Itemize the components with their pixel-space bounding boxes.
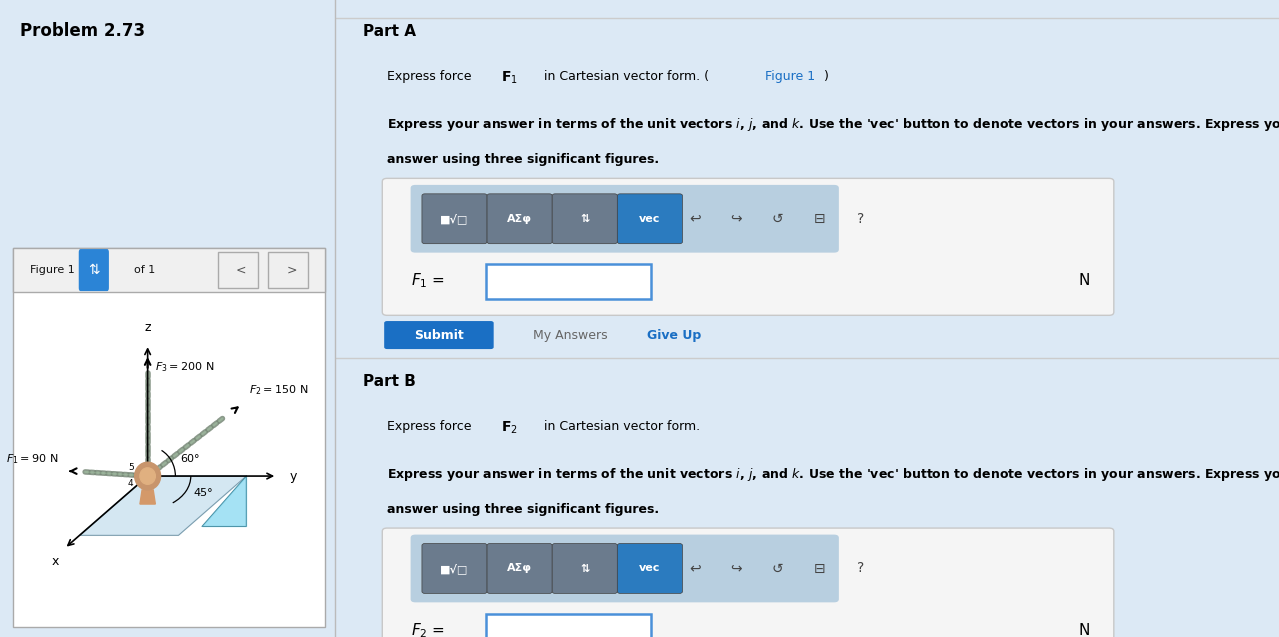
Text: ⇅: ⇅ xyxy=(581,564,590,573)
Text: ↪: ↪ xyxy=(730,211,742,225)
FancyBboxPatch shape xyxy=(422,194,487,244)
Text: z: z xyxy=(145,322,151,334)
Text: >: > xyxy=(286,264,297,276)
FancyBboxPatch shape xyxy=(422,543,487,594)
Text: $\mathbf{F}_1$: $\mathbf{F}_1$ xyxy=(501,70,518,87)
Text: vec: vec xyxy=(640,564,660,573)
Text: Express your answer in terms of the unit vectors $\mathit{i}$, $\mathit{j}$, and: Express your answer in terms of the unit… xyxy=(388,466,1279,483)
FancyBboxPatch shape xyxy=(79,249,109,291)
Text: 3: 3 xyxy=(138,478,143,487)
Text: Part A: Part A xyxy=(363,24,417,39)
Text: <: < xyxy=(237,264,247,276)
Text: N: N xyxy=(1079,623,1090,637)
Text: in Cartesian vector form.: in Cartesian vector form. xyxy=(540,420,700,433)
Text: vec: vec xyxy=(640,214,660,224)
FancyBboxPatch shape xyxy=(487,543,553,594)
Text: $F_{2}$ =: $F_{2}$ = xyxy=(411,621,445,637)
Text: ΑΣφ: ΑΣφ xyxy=(508,214,532,224)
FancyBboxPatch shape xyxy=(382,178,1114,315)
Text: x: x xyxy=(51,555,59,568)
Text: 5: 5 xyxy=(128,463,133,472)
FancyBboxPatch shape xyxy=(217,252,258,288)
FancyBboxPatch shape xyxy=(411,185,839,253)
Text: ↩: ↩ xyxy=(689,211,701,225)
Text: ■√□: ■√□ xyxy=(440,563,468,574)
FancyBboxPatch shape xyxy=(553,194,618,244)
Circle shape xyxy=(139,468,155,484)
Text: ΑΣφ: ΑΣφ xyxy=(508,564,532,573)
Text: y: y xyxy=(289,469,297,483)
Text: Express force: Express force xyxy=(388,420,476,433)
Polygon shape xyxy=(79,476,247,535)
FancyBboxPatch shape xyxy=(411,534,839,603)
Text: $F_3 = 200$ N: $F_3 = 200$ N xyxy=(155,361,215,375)
Text: of 1: of 1 xyxy=(134,265,155,275)
Text: ↪: ↪ xyxy=(730,561,742,575)
Text: ↩: ↩ xyxy=(689,561,701,575)
Text: $F_1 = 90$ N: $F_1 = 90$ N xyxy=(6,453,59,466)
Text: ↺: ↺ xyxy=(773,211,784,225)
Text: answer using three significant figures.: answer using three significant figures. xyxy=(388,153,659,166)
Text: ⇅: ⇅ xyxy=(581,214,590,224)
Text: Give Up: Give Up xyxy=(647,329,701,341)
Text: Express your answer in terms of the unit vectors $\mathit{i}$, $\mathit{j}$, and: Express your answer in terms of the unit… xyxy=(388,116,1279,133)
Text: 45°: 45° xyxy=(194,489,214,499)
Text: $\mathbf{F}_2$: $\mathbf{F}_2$ xyxy=(501,420,518,436)
Text: Figure 1: Figure 1 xyxy=(765,70,815,83)
Text: ⊟: ⊟ xyxy=(813,561,825,575)
FancyBboxPatch shape xyxy=(384,321,494,349)
FancyBboxPatch shape xyxy=(618,194,683,244)
Text: answer using three significant figures.: answer using three significant figures. xyxy=(388,503,659,515)
FancyBboxPatch shape xyxy=(486,264,651,299)
FancyBboxPatch shape xyxy=(553,543,618,594)
Text: Submit: Submit xyxy=(414,329,464,341)
Text: N: N xyxy=(1079,273,1090,289)
Polygon shape xyxy=(139,490,155,504)
FancyBboxPatch shape xyxy=(13,248,325,627)
Circle shape xyxy=(134,462,161,490)
Text: in Cartesian vector form. (: in Cartesian vector form. ( xyxy=(540,70,709,83)
Text: ): ) xyxy=(824,70,829,83)
Text: 60°: 60° xyxy=(180,454,200,464)
Text: ■√□: ■√□ xyxy=(440,213,468,224)
Text: Problem 2.73: Problem 2.73 xyxy=(20,22,146,40)
Text: ↺: ↺ xyxy=(773,561,784,575)
Text: ?: ? xyxy=(857,211,865,225)
FancyBboxPatch shape xyxy=(269,252,308,288)
Text: $F_2 = 150$ N: $F_2 = 150$ N xyxy=(249,383,308,397)
FancyBboxPatch shape xyxy=(382,528,1114,637)
Text: 4: 4 xyxy=(128,479,133,488)
Text: ⊟: ⊟ xyxy=(813,211,825,225)
FancyBboxPatch shape xyxy=(618,543,683,594)
Text: Part B: Part B xyxy=(363,374,416,389)
Text: ⇅: ⇅ xyxy=(88,263,100,277)
FancyBboxPatch shape xyxy=(487,194,553,244)
Text: Figure 1: Figure 1 xyxy=(31,265,75,275)
Polygon shape xyxy=(202,476,247,526)
Text: My Answers: My Answers xyxy=(533,329,608,341)
FancyBboxPatch shape xyxy=(13,248,325,292)
Text: Express force: Express force xyxy=(388,70,476,83)
Text: $F_{1}$ =: $F_{1}$ = xyxy=(411,271,445,290)
Text: ?: ? xyxy=(857,561,865,575)
FancyBboxPatch shape xyxy=(486,614,651,637)
